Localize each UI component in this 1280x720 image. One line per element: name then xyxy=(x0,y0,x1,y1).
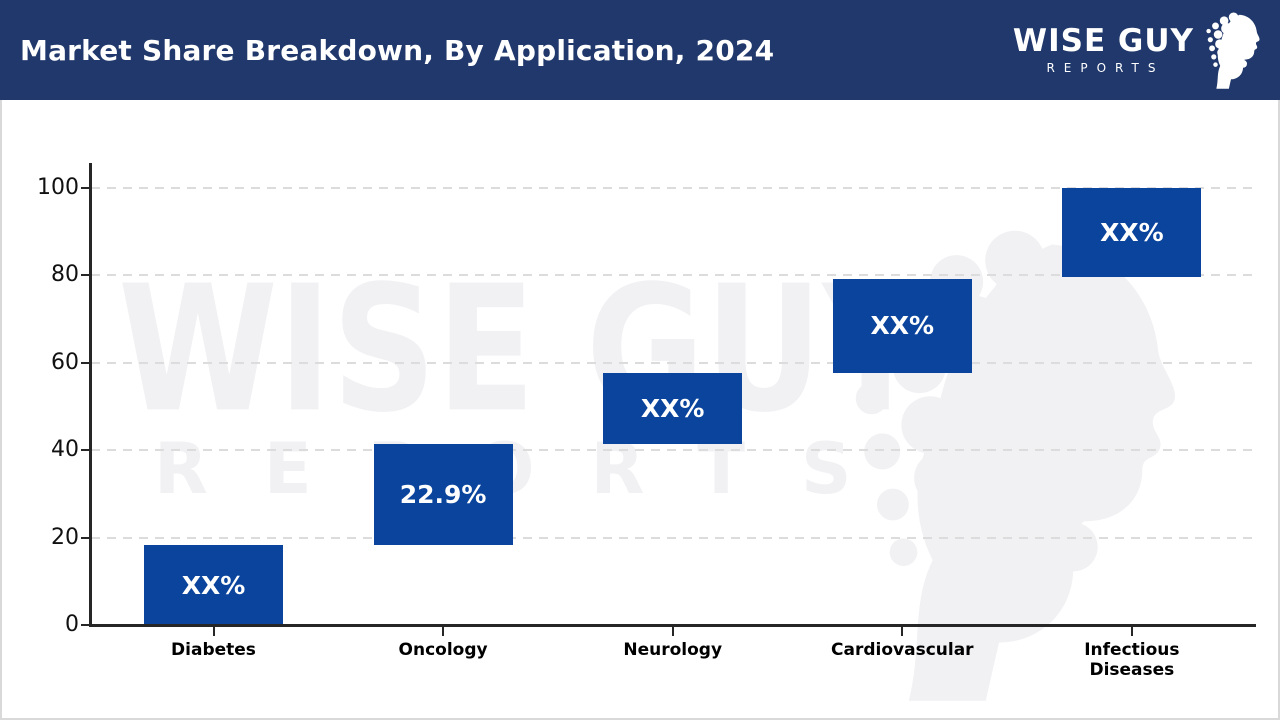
y-tick-label: 60 xyxy=(51,349,79,375)
face-profile-logo-icon xyxy=(1206,12,1260,89)
x-tick xyxy=(212,627,215,636)
y-gridline xyxy=(91,449,1255,452)
x-tick xyxy=(442,627,445,636)
y-gridline xyxy=(91,187,1255,189)
x-tick xyxy=(1130,627,1133,636)
y-gridline xyxy=(91,274,1255,277)
y-tick xyxy=(81,361,90,364)
wise-guy-logo: WISE GUY REPORTS xyxy=(1013,8,1262,92)
y-gridline xyxy=(91,536,1255,539)
x-tick-label: Neurology xyxy=(623,640,723,660)
y-tick-label: 80 xyxy=(51,262,79,288)
y-tick-label: 40 xyxy=(51,437,79,463)
x-tick xyxy=(671,627,674,636)
y-axis-line xyxy=(89,163,92,627)
bar-value-label: XX% xyxy=(870,311,935,341)
y-tick-label: 100 xyxy=(37,175,79,200)
bar-segment: 22.9% xyxy=(373,444,513,546)
y-gridline xyxy=(91,361,1255,364)
bar-segment: XX% xyxy=(144,545,283,625)
bar-segment: XX% xyxy=(832,278,972,373)
bar-value-label: XX% xyxy=(181,570,246,600)
bar-segment: XX% xyxy=(603,373,743,445)
y-tick xyxy=(81,449,90,452)
x-tick-label: Cardiovascular xyxy=(831,640,974,660)
y-tick xyxy=(81,274,90,277)
x-tick-label: Diabetes xyxy=(171,640,256,660)
bar-value-label: XX% xyxy=(1100,217,1164,247)
y-tick-label: 0 xyxy=(65,612,79,637)
bar-value-label: 22.9% xyxy=(399,480,487,510)
y-tick xyxy=(81,187,90,189)
bar-value-label: XX% xyxy=(640,394,705,424)
plot-area: WISE GUY REPORTS 0 20 40 60 80 100 Diabetes Onc… xyxy=(0,100,1280,720)
x-tick-label: Infectious Diseases xyxy=(1084,640,1180,680)
chart-title: Market Share Breakdown, By Application, … xyxy=(20,33,775,67)
x-tick xyxy=(901,627,904,636)
x-tick-label: Oncology xyxy=(398,640,488,660)
y-tick xyxy=(81,624,90,626)
watermark-reports-text: REPORTS xyxy=(154,428,908,510)
x-axis-line xyxy=(89,624,1256,627)
y-tick-label: 20 xyxy=(51,524,79,550)
logo-name-text: WISE GUY xyxy=(1012,22,1194,59)
y-tick xyxy=(81,536,90,539)
logo-reports-text: REPORTS xyxy=(1046,60,1165,75)
header-bar: Market Share Breakdown, By Application, … xyxy=(0,0,1280,100)
bar-segment: XX% xyxy=(1062,188,1202,277)
watermark-name-text: WISE GUY xyxy=(118,248,928,452)
